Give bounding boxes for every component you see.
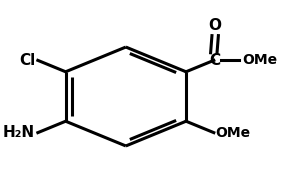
Text: O: O bbox=[209, 18, 222, 33]
Text: H₂N: H₂N bbox=[3, 125, 35, 140]
Text: OMe: OMe bbox=[242, 53, 277, 67]
Text: C: C bbox=[209, 53, 221, 68]
Text: OMe: OMe bbox=[215, 126, 250, 140]
Text: Cl: Cl bbox=[19, 53, 35, 68]
